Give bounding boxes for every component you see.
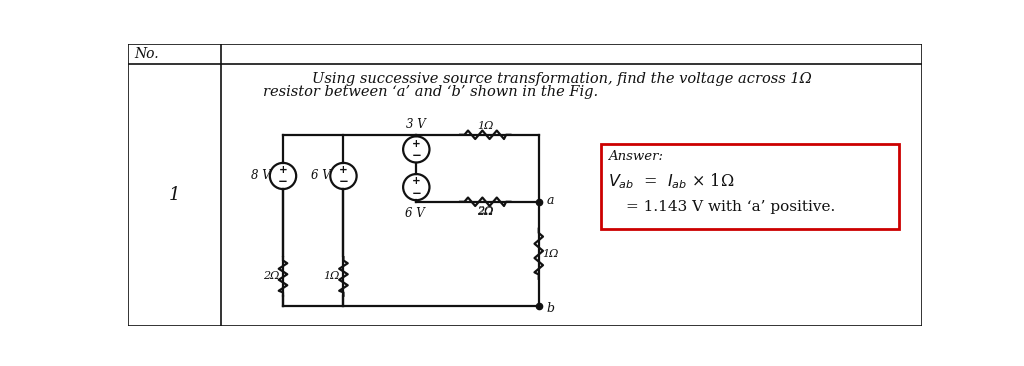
Text: −: − — [339, 175, 348, 188]
Text: Using successive source transformation, find the voltage across 1Ω: Using successive source transformation, … — [312, 72, 812, 86]
Text: No.: No. — [134, 47, 159, 61]
Text: 8 V: 8 V — [251, 169, 270, 183]
Text: 1Ω: 1Ω — [542, 249, 558, 259]
Text: −: − — [412, 187, 421, 199]
Text: 2Ω: 2Ω — [477, 207, 494, 217]
Text: +: + — [279, 165, 288, 175]
Text: 2Ω: 2Ω — [477, 206, 494, 216]
Text: −: − — [279, 175, 288, 188]
Text: +: + — [412, 176, 421, 186]
Text: 1Ω: 1Ω — [324, 272, 340, 281]
Text: $V_{ab}$  =  $I_{ab}$ × 1Ω: $V_{ab}$ = $I_{ab}$ × 1Ω — [608, 171, 735, 191]
Text: 2Ω: 2Ω — [263, 272, 280, 281]
Text: b: b — [547, 302, 555, 314]
Text: 3 V: 3 V — [407, 118, 426, 131]
Text: +: + — [339, 165, 348, 175]
Bar — [601, 144, 899, 229]
Text: −: − — [412, 149, 421, 162]
Text: resistor between ‘a’ and ‘b’ shown in the Fig.: resistor between ‘a’ and ‘b’ shown in th… — [263, 85, 598, 100]
Text: = 1.143 V with ‘a’ positive.: = 1.143 V with ‘a’ positive. — [626, 200, 835, 214]
Text: 1Ω: 1Ω — [477, 121, 494, 131]
Text: 6 V: 6 V — [311, 169, 331, 183]
Text: +: + — [412, 138, 421, 149]
Text: 6 V: 6 V — [404, 207, 425, 220]
Text: a: a — [547, 194, 554, 207]
Text: 1: 1 — [169, 186, 180, 204]
Text: Answer:: Answer: — [608, 150, 664, 163]
